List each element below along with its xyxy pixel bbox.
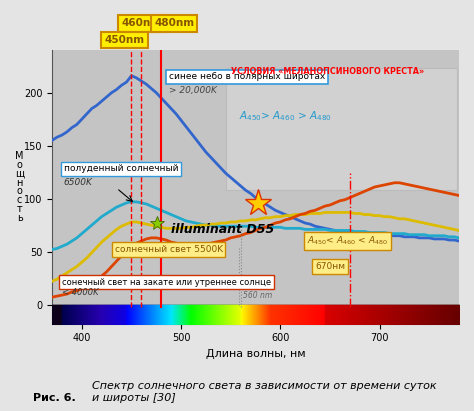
FancyBboxPatch shape [226,68,457,190]
Text: 560 nm: 560 nm [243,291,272,300]
Text: Рис. 6.: Рис. 6. [33,393,76,403]
Text: полуденный солнечный: полуденный солнечный [64,164,178,173]
Text: > 20,000K: > 20,000K [169,86,217,95]
Text: 480nm: 480nm [154,18,194,28]
Text: < 4000K: < 4000K [62,288,99,297]
Text: УСЛОВИЯ «МЕЛАНОПСИНОВОГО КРЕСТА»: УСЛОВИЯ «МЕЛАНОПСИНОВОГО КРЕСТА» [231,67,424,76]
X-axis label: Длина волны, нм: Длина волны, нм [206,349,305,359]
Text: сонечный свет на закате или утреннее солнце: сонечный свет на закате или утреннее сол… [62,278,271,287]
Text: Спектр солнечного света в зависимости от времени суток
и широты [30]: Спектр солнечного света в зависимости от… [92,381,437,403]
Text: $A_{450}$< $A_{460}$ < $A_{480}$: $A_{450}$< $A_{460}$ < $A_{480}$ [307,235,388,247]
Text: 460nm: 460nm [121,18,162,28]
Text: солнечный свет 5500K: солнечный свет 5500K [115,245,223,254]
Text: синее небо в полярных широтах: синее небо в полярных широтах [169,72,325,81]
Text: $A_{450}$> $A_{460}$ > $A_{480}$: $A_{450}$> $A_{460}$ > $A_{480}$ [238,109,331,123]
Text: illuminant D55: illuminant D55 [171,223,274,236]
Text: 670нм: 670нм [315,262,345,271]
Text: 6500K: 6500K [64,178,93,187]
Text: 450nm: 450nm [104,35,145,45]
Y-axis label: М
о
щ
н
о
с
т
ь: М о щ н о с т ь [15,151,24,223]
